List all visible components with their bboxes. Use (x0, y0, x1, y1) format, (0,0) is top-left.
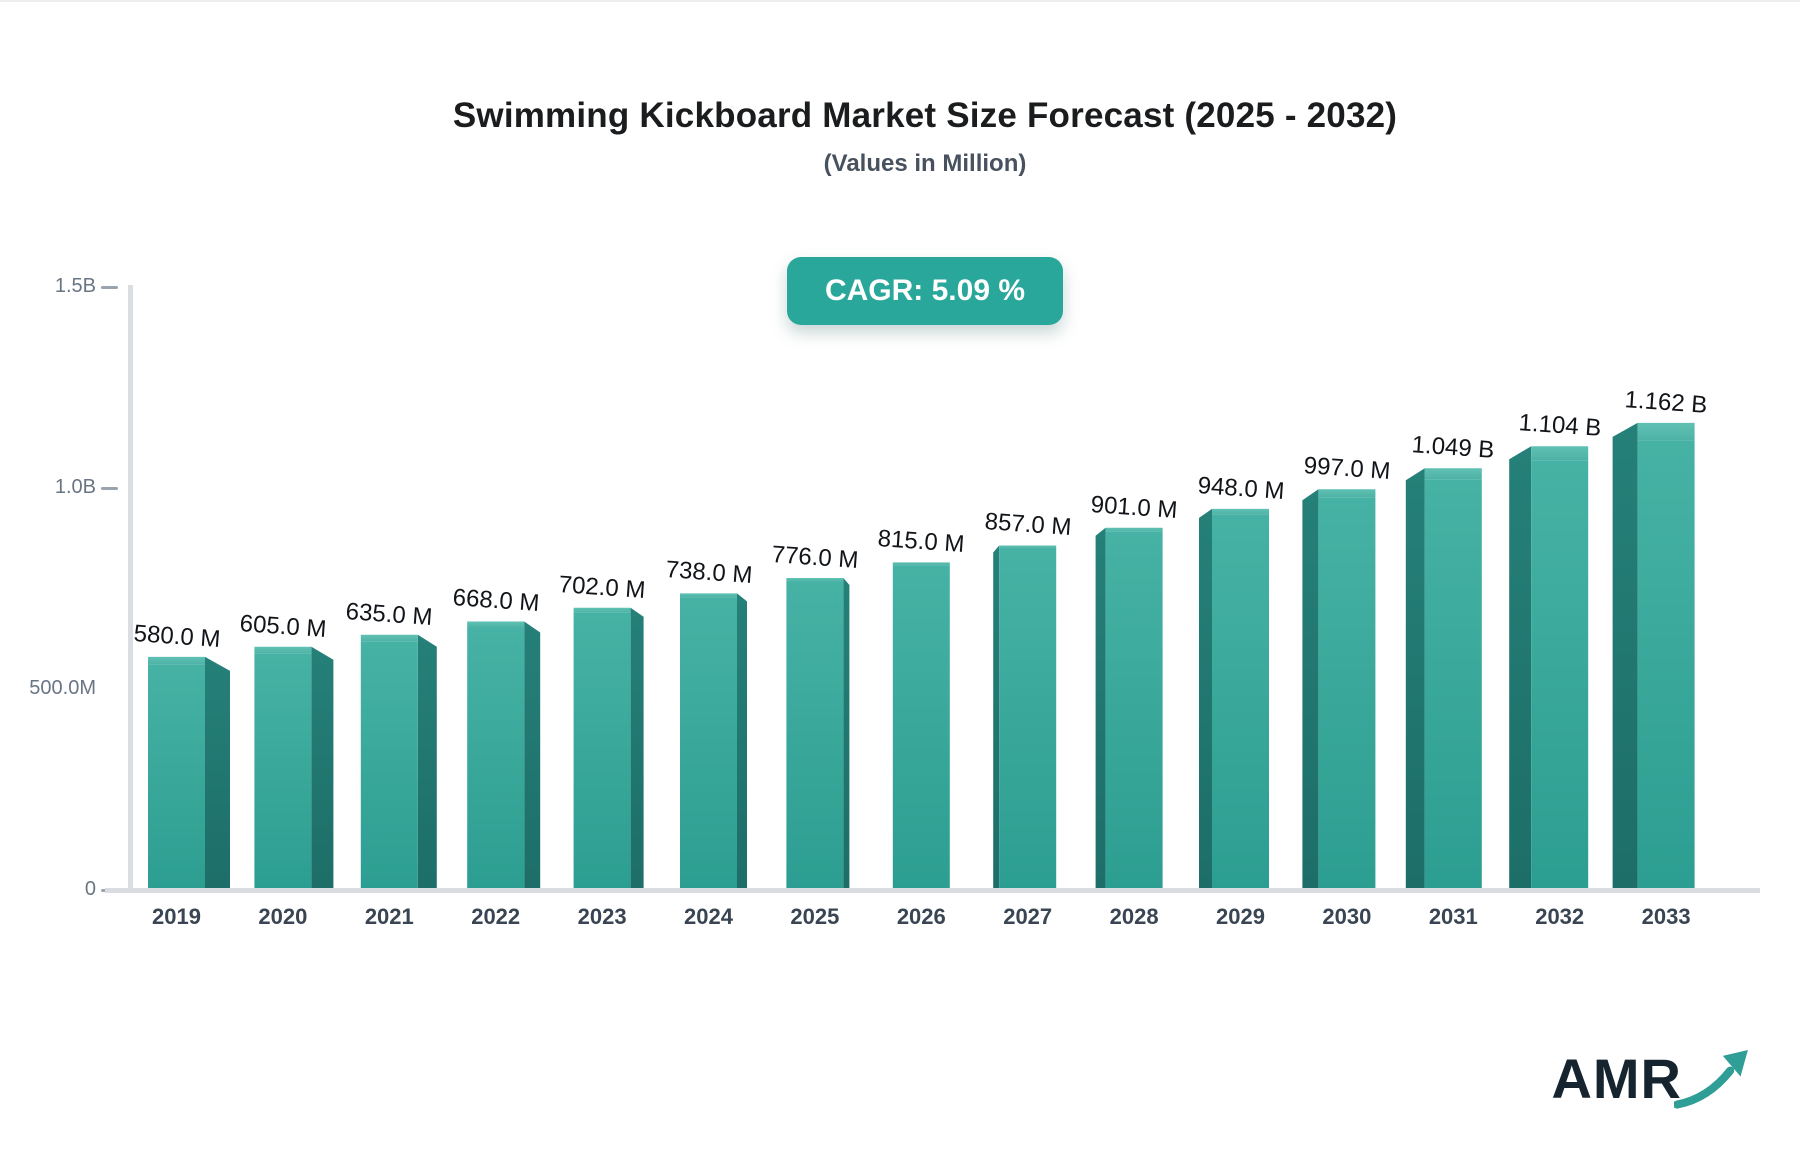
x-axis-label-2030: 2030 (1322, 904, 1372, 929)
bar-2024[interactable] (680, 597, 737, 890)
bar-side-2031[interactable] (1405, 468, 1425, 890)
x-axis-label-2029: 2029 (1216, 904, 1265, 929)
bar-top-2026[interactable] (892, 562, 950, 566)
bar-2028[interactable] (1105, 531, 1163, 890)
bar-2025[interactable] (786, 582, 844, 890)
y-tick-label-500.0M: 500.0M (29, 677, 96, 699)
bar-side-2027[interactable] (993, 545, 1000, 890)
x-axis-label-2025: 2025 (790, 904, 840, 929)
bar-2021[interactable] (360, 641, 418, 890)
bar-2033[interactable] (1637, 440, 1695, 890)
bar-2026[interactable] (892, 565, 950, 890)
x-axis-label-2031: 2031 (1428, 904, 1478, 929)
y-tick-label-0: 0 (84, 878, 96, 900)
bar-2027[interactable] (999, 548, 1057, 890)
bar-top-2021[interactable] (360, 634, 418, 642)
bar-top-2029[interactable] (1212, 508, 1269, 515)
y-tick-label-1.5B: 1.5B (54, 275, 96, 297)
bar-top-2032[interactable] (1531, 446, 1589, 461)
bar-side-2033[interactable] (1612, 422, 1638, 890)
bar-side-2022[interactable] (524, 621, 541, 890)
bar-top-2033[interactable] (1637, 422, 1695, 441)
x-axis-label-2024: 2024 (684, 904, 733, 929)
bar-2022[interactable] (467, 627, 525, 890)
bar-side-2032[interactable] (1509, 446, 1532, 890)
x-axis-label-2026: 2026 (896, 904, 946, 929)
chart-subtitle: (Values in Million) (823, 150, 1027, 177)
bar-top-2028[interactable] (1105, 527, 1163, 532)
x-axis-label-2033: 2033 (1641, 904, 1691, 929)
x-axis-label-2021: 2021 (364, 904, 414, 929)
y-tick-dash (101, 285, 118, 289)
bar-top-2024[interactable] (680, 593, 737, 598)
bar-side-2023[interactable] (630, 607, 644, 890)
y-tick-dash (101, 486, 118, 490)
bar-top-2030[interactable] (1318, 489, 1376, 498)
bar-side-2030[interactable] (1302, 489, 1319, 890)
page-title: Swimming Kickboard Market Size Forecast … (452, 96, 1398, 135)
bar-2030[interactable] (1318, 497, 1376, 890)
bar-top-2027[interactable] (999, 545, 1057, 549)
amr-logo-text: AMR (1551, 1047, 1682, 1110)
bar-side-2019[interactable] (205, 656, 230, 890)
x-axis-baseline (105, 888, 1760, 893)
bar-2020[interactable] (254, 653, 312, 890)
x-axis-label-2032: 2032 (1535, 904, 1585, 929)
bar-side-2028[interactable] (1095, 527, 1106, 890)
bar-side-2021[interactable] (417, 634, 437, 890)
bar-side-2025[interactable] (843, 578, 850, 890)
x-axis-label-2028: 2028 (1109, 904, 1159, 929)
bar-top-2022[interactable] (467, 621, 525, 628)
bar-2023[interactable] (573, 612, 631, 890)
bar-top-2023[interactable] (573, 607, 631, 613)
bar-side-2024[interactable] (737, 593, 747, 890)
cagr-badge: CAGR: 5.09 % (787, 257, 1063, 325)
bar-2032[interactable] (1531, 460, 1589, 890)
growth-arrow-icon (1674, 1049, 1748, 1109)
x-axis-label-2020: 2020 (258, 904, 308, 929)
bar-top-2020[interactable] (254, 646, 312, 654)
bar-2019[interactable] (148, 664, 205, 890)
amr-logo: AMR (1551, 1044, 1748, 1114)
bar-top-2025[interactable] (786, 578, 844, 583)
y-axis-line (128, 285, 133, 890)
cagr-badge-label: CAGR: 5.09 % (824, 274, 1026, 307)
x-axis-label-2022: 2022 (471, 904, 521, 929)
y-tick-label-1.0B: 1.0B (54, 476, 96, 498)
bar-top-2019[interactable] (148, 656, 205, 665)
bar-top-2031[interactable] (1424, 468, 1482, 480)
bar-side-2029[interactable] (1199, 508, 1212, 890)
x-axis-label-2023: 2023 (577, 904, 627, 929)
bar-side-2020[interactable] (311, 646, 334, 890)
x-axis-label-2027: 2027 (1003, 904, 1053, 929)
bar-2029[interactable] (1212, 514, 1269, 890)
bar-2031[interactable] (1424, 479, 1482, 890)
x-axis-label-2019: 2019 (152, 904, 201, 929)
